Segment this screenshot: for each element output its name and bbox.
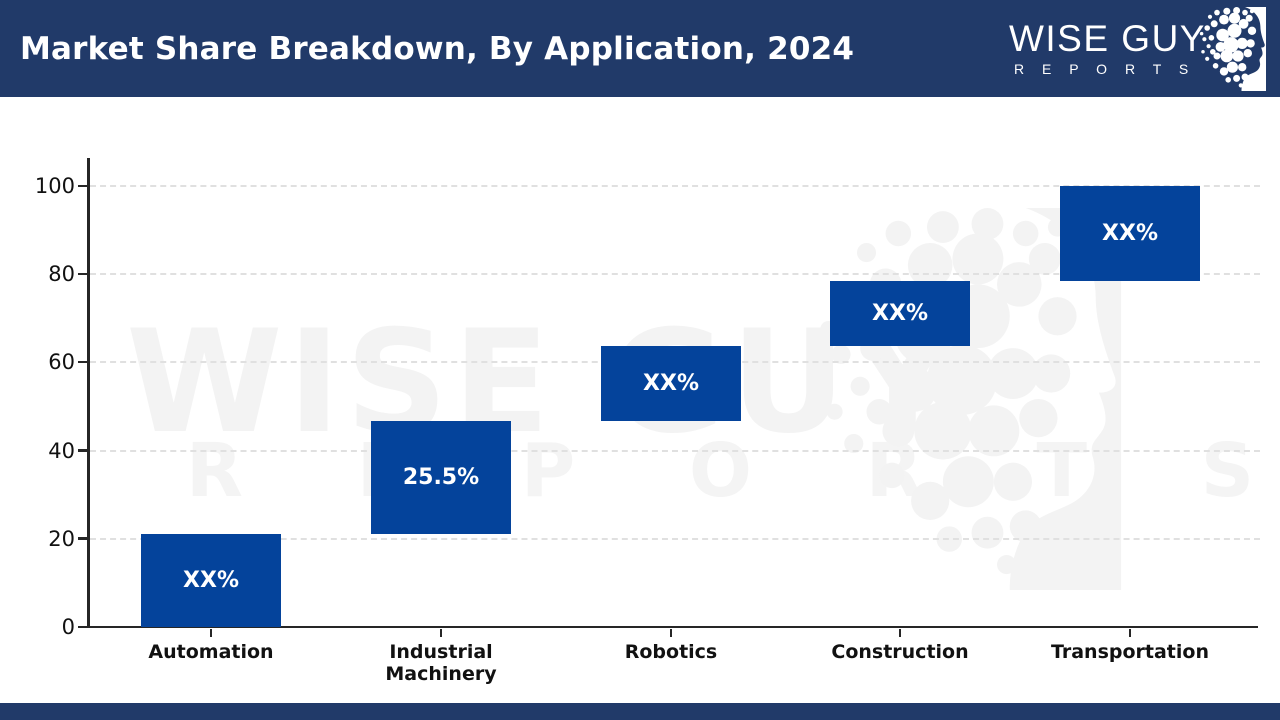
x-tick-mark [439,629,443,637]
header-bar: Market Share Breakdown, By Application, … [0,0,1280,97]
gridline [90,537,1260,540]
y-tick-mark [78,625,87,628]
x-tick-mark [898,629,902,637]
gridline [90,273,1260,276]
y-tick-label: 20 [48,526,75,551]
y-tick-mark [78,537,87,540]
x-axis-line [87,625,1258,628]
y-tick-mark [78,449,87,452]
brand-logo: WISE GUY R E P O R T S [1009,7,1280,91]
brand-subname: R E P O R T S [1013,61,1196,77]
wise-guy-head-icon [1196,7,1266,91]
y-tick-label: 60 [48,350,75,375]
x-tick-mark [1128,629,1132,637]
y-tick-mark [78,184,87,187]
bar: XX% [141,533,281,627]
x-category-label: Industrial Machinery [385,641,497,685]
page-title: Market Share Breakdown, By Application, … [20,30,855,67]
bar-value-label: XX% [183,567,239,593]
x-category-label: Construction [831,641,969,663]
x-category-label: Automation [148,641,274,663]
bar: 25.5% [371,421,511,534]
y-tick-mark [78,272,87,276]
x-tick-mark [209,629,213,637]
bar-value-label: XX% [643,371,699,397]
bar-value-label: XX% [1102,220,1158,246]
brand-wordmark: WISE GUY R E P O R T S [1008,18,1206,78]
y-tick-mark [78,360,87,364]
y-axis-line [87,158,90,628]
footer-bar [0,703,1280,720]
brand-name: WISE GUY [1008,18,1206,59]
x-category-label: Robotics [624,641,718,663]
bar-value-label: 25.5% [402,464,480,490]
y-tick-label: 40 [48,438,75,463]
gridline [90,185,1260,187]
plot-area: 0 20 40 60 80 100 XX% Automation 25.5% Industrial… [35,158,1260,685]
y-tick-label: 80 [48,262,75,287]
y-tick-label: 100 [34,174,75,198]
bar-value-label: XX% [872,300,928,326]
bar: XX% [601,346,741,422]
bar: XX% [830,280,970,347]
x-category-label: Transportation [1050,641,1209,663]
gridline [90,449,1260,452]
y-tick-label: 0 [61,615,75,639]
x-tick-mark [669,629,673,637]
bar: XX% [1060,186,1200,281]
